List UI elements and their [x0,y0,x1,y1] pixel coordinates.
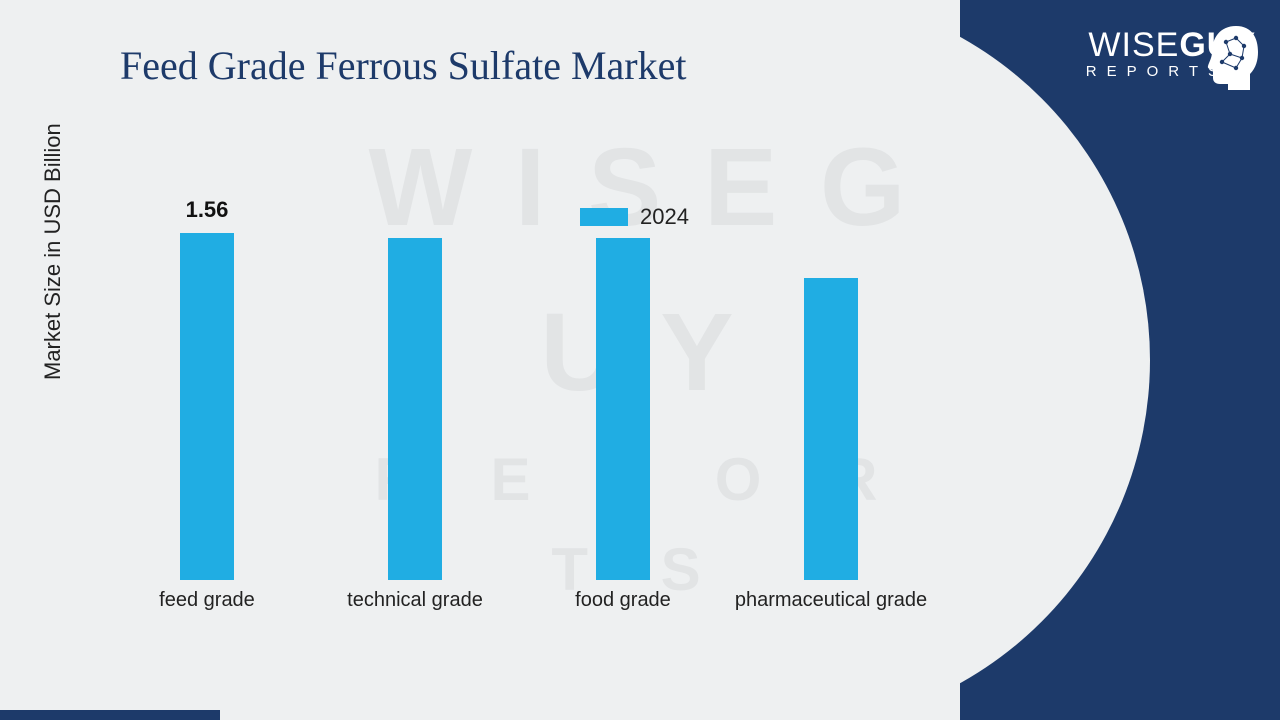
bottom-accent-strip [0,710,220,720]
brand-word-wise: WISE [1088,26,1179,64]
brand-block: WISEGUY REPORTS [984,26,1256,80]
bar [804,278,858,580]
category-label: pharmaceutical grade [732,588,930,612]
brand-line2: REPORTS [984,63,1228,80]
category-label: technical grade [316,588,514,612]
plot-region: 1.56 [110,180,930,580]
brand-head-icon [1206,24,1260,90]
chart-area: 2024 1.56 feed gradetechnical gradefood … [110,180,930,620]
chart-stage: W I S E G U Y R E P O R T S WISEGUY REPO… [0,0,1280,720]
y-axis-label: Market Size in USD Billion [40,123,66,380]
brand-panel [960,0,1280,720]
category-label: feed grade [108,588,306,612]
bar-value-label: 1.56 [150,197,264,223]
bar [388,238,442,580]
category-label: food grade [524,588,722,612]
chart-title: Feed Grade Ferrous Sulfate Market [120,42,686,89]
bar [180,233,234,580]
bar [596,238,650,580]
